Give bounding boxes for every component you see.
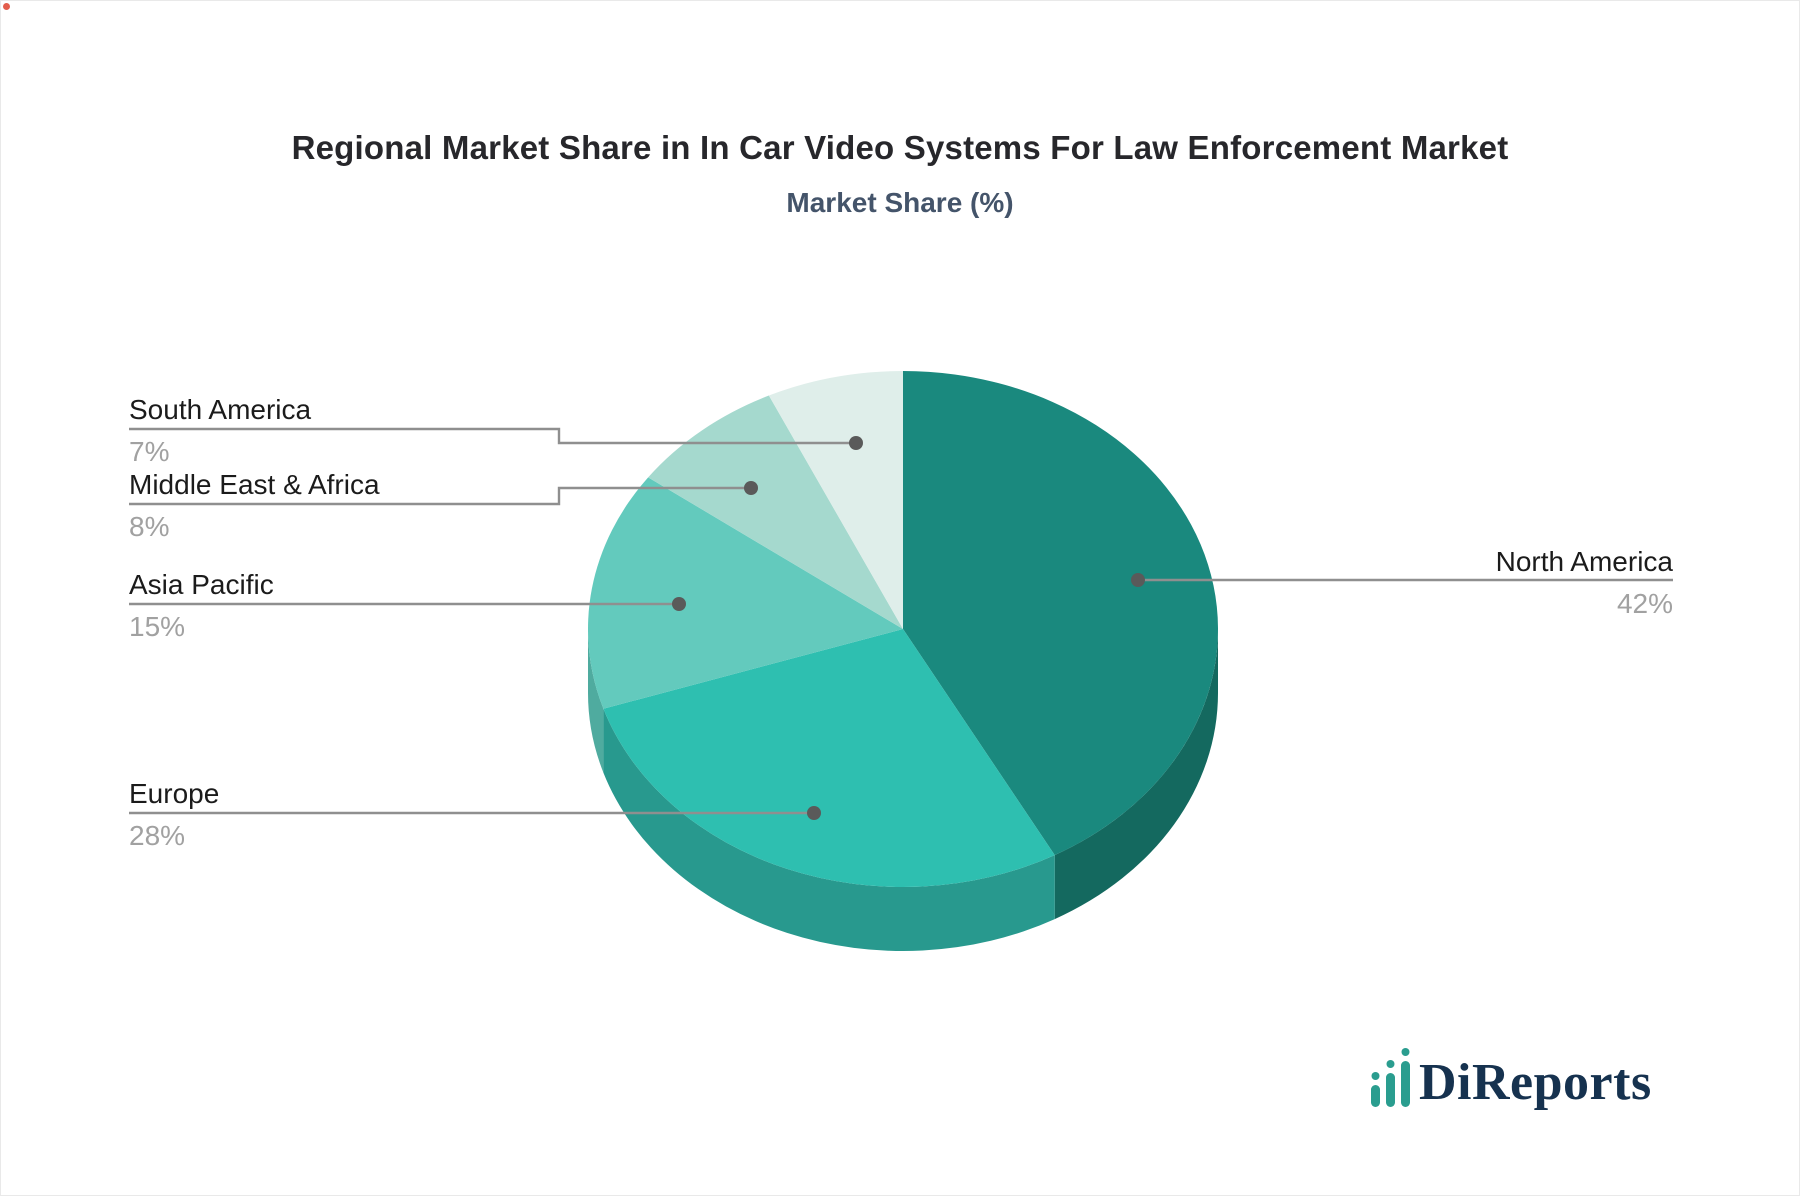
leader-dot-europe — [807, 806, 821, 820]
logo-text: DiReports — [1419, 1054, 1652, 1111]
pie-slice-middle-east-africa[interactable] — [648, 395, 903, 629]
corner-artifact-dot — [3, 3, 10, 10]
bar-chart-logo-icon — [1371, 1048, 1410, 1107]
leader-line-south-america — [129, 427, 856, 445]
logo-bar — [1371, 1085, 1380, 1107]
leader-dot-middle-east-africa — [744, 481, 758, 495]
pie-slice-europe[interactable] — [603, 629, 1055, 887]
slice-label-europe: Europe — [129, 778, 219, 809]
chart-title: Regional Market Share in In Car Video Sy… — [291, 129, 1509, 166]
leader-dot-north-america — [1131, 573, 1145, 587]
logo-dot — [1371, 1072, 1380, 1080]
slice-value-south-america: 7% — [129, 436, 169, 467]
pie-slice-side-europe — [603, 708, 1055, 951]
slice-label-north-america: North America — [1496, 546, 1674, 577]
pie-slice-asia-pacific[interactable] — [588, 477, 903, 709]
pie-slice-north-america[interactable] — [903, 371, 1218, 856]
slice-value-middle-east-africa: 8% — [129, 511, 169, 542]
chart-subtitle: Market Share (%) — [786, 187, 1014, 218]
pie-slice-south-america[interactable] — [768, 371, 903, 629]
pie-slice-side-asia-pacific — [588, 629, 604, 773]
logo-dot — [1401, 1048, 1410, 1056]
slice-label-asia-pacific: Asia Pacific — [129, 569, 274, 600]
slice-label-south-america: South America — [129, 394, 312, 425]
logo-bar — [1386, 1073, 1395, 1107]
leader-line-middle-east-africa — [129, 486, 751, 506]
leader-dot-south-america — [849, 436, 863, 450]
slice-value-europe: 28% — [129, 820, 185, 851]
slice-label-middle-east-africa: Middle East & Africa — [129, 469, 380, 500]
leader-dot-asia-pacific — [672, 597, 686, 611]
slice-value-north-america: 42% — [1617, 588, 1673, 619]
logo-bar — [1401, 1061, 1410, 1107]
slice-value-asia-pacific: 15% — [129, 611, 185, 642]
direports-logo[interactable]: DiReports — [1369, 1029, 1669, 1109]
logo-dot — [1386, 1060, 1395, 1068]
pie-slice-side-north-america — [1054, 629, 1218, 920]
